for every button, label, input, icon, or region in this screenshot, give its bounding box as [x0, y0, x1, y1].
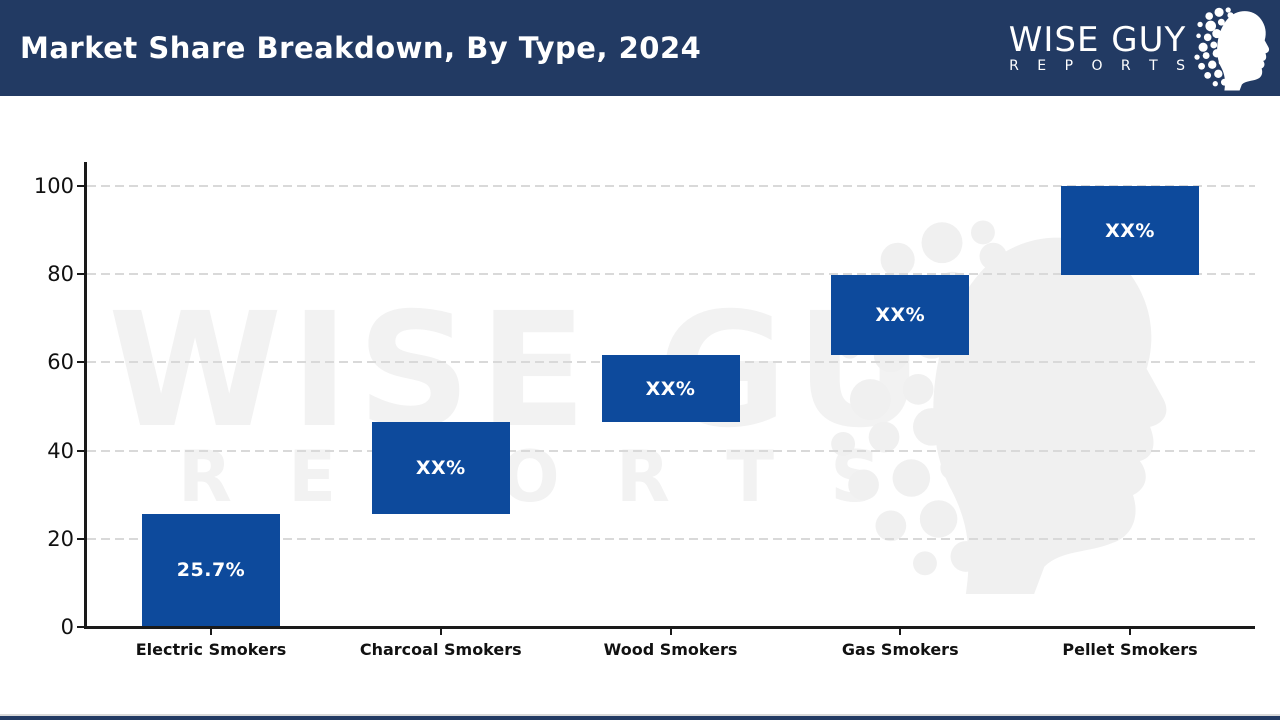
- x-tick-mark: [669, 628, 672, 635]
- gridline: [87, 537, 1255, 540]
- bar-segment: XX%: [601, 355, 740, 423]
- bar-segment: XX%: [1061, 186, 1199, 276]
- y-tick-mark: [77, 449, 85, 452]
- header-bar: Market Share Breakdown, By Type, 2024 WI…: [0, 0, 1280, 96]
- footer-bar: [0, 716, 1280, 720]
- y-tick-label: 60: [47, 350, 74, 375]
- y-tick-mark: [77, 185, 85, 187]
- y-tick-mark: [77, 537, 85, 540]
- x-tick-mark: [1129, 628, 1131, 635]
- y-tick-mark: [77, 361, 85, 364]
- bar-value-label: 25.7%: [176, 559, 246, 582]
- y-tick-label: 40: [47, 438, 74, 463]
- bar-segment: XX%: [371, 422, 510, 514]
- bar-value-label: XX%: [1105, 219, 1155, 242]
- x-axis-label: Gas Smokers: [841, 640, 959, 659]
- bar-value-label: XX%: [415, 457, 466, 480]
- y-tick-label: 100: [33, 174, 74, 198]
- y-tick-mark: [77, 626, 85, 628]
- logo-wordmark-line1: WISE GUY: [1008, 20, 1187, 60]
- logo-wordmark: WISE GUY R E P O R T S: [1003, 22, 1192, 74]
- x-tick-mark: [439, 628, 442, 635]
- y-tick-mark: [77, 273, 85, 276]
- gridline: [87, 449, 1255, 452]
- wise-guy-reports-logo: WISE GUY R E P O R T S: [1003, 0, 1270, 96]
- bar-value-label: XX%: [645, 377, 696, 400]
- x-tick-mark: [210, 628, 212, 635]
- y-tick-label: 20: [47, 526, 74, 551]
- watermark-text-line2: R E P O R T S: [178, 436, 897, 518]
- x-tick-mark: [899, 628, 902, 635]
- y-tick-label: 0: [60, 615, 74, 639]
- x-axis-label: Pellet Smokers: [1062, 640, 1198, 659]
- bar-segment: 25.7%: [142, 513, 280, 627]
- x-axis-label: Electric Smokers: [135, 640, 287, 659]
- y-axis-spine: [84, 162, 87, 629]
- gridline: [87, 273, 1255, 276]
- chart-title: Market Share Breakdown, By Type, 2024: [20, 31, 702, 65]
- logo-wordmark-line2: R E P O R T S: [1009, 58, 1192, 74]
- x-axis-spine: [84, 626, 1255, 629]
- bar-segment: XX%: [831, 275, 970, 356]
- x-axis-label: Wood Smokers: [603, 640, 738, 659]
- y-tick-label: 80: [47, 262, 74, 287]
- footer-divider: [0, 714, 1280, 716]
- wise-guy-face-icon: [1194, 4, 1270, 92]
- x-axis-label: Charcoal Smokers: [359, 640, 522, 659]
- bar-value-label: XX%: [875, 304, 926, 327]
- gridline: [87, 185, 1255, 187]
